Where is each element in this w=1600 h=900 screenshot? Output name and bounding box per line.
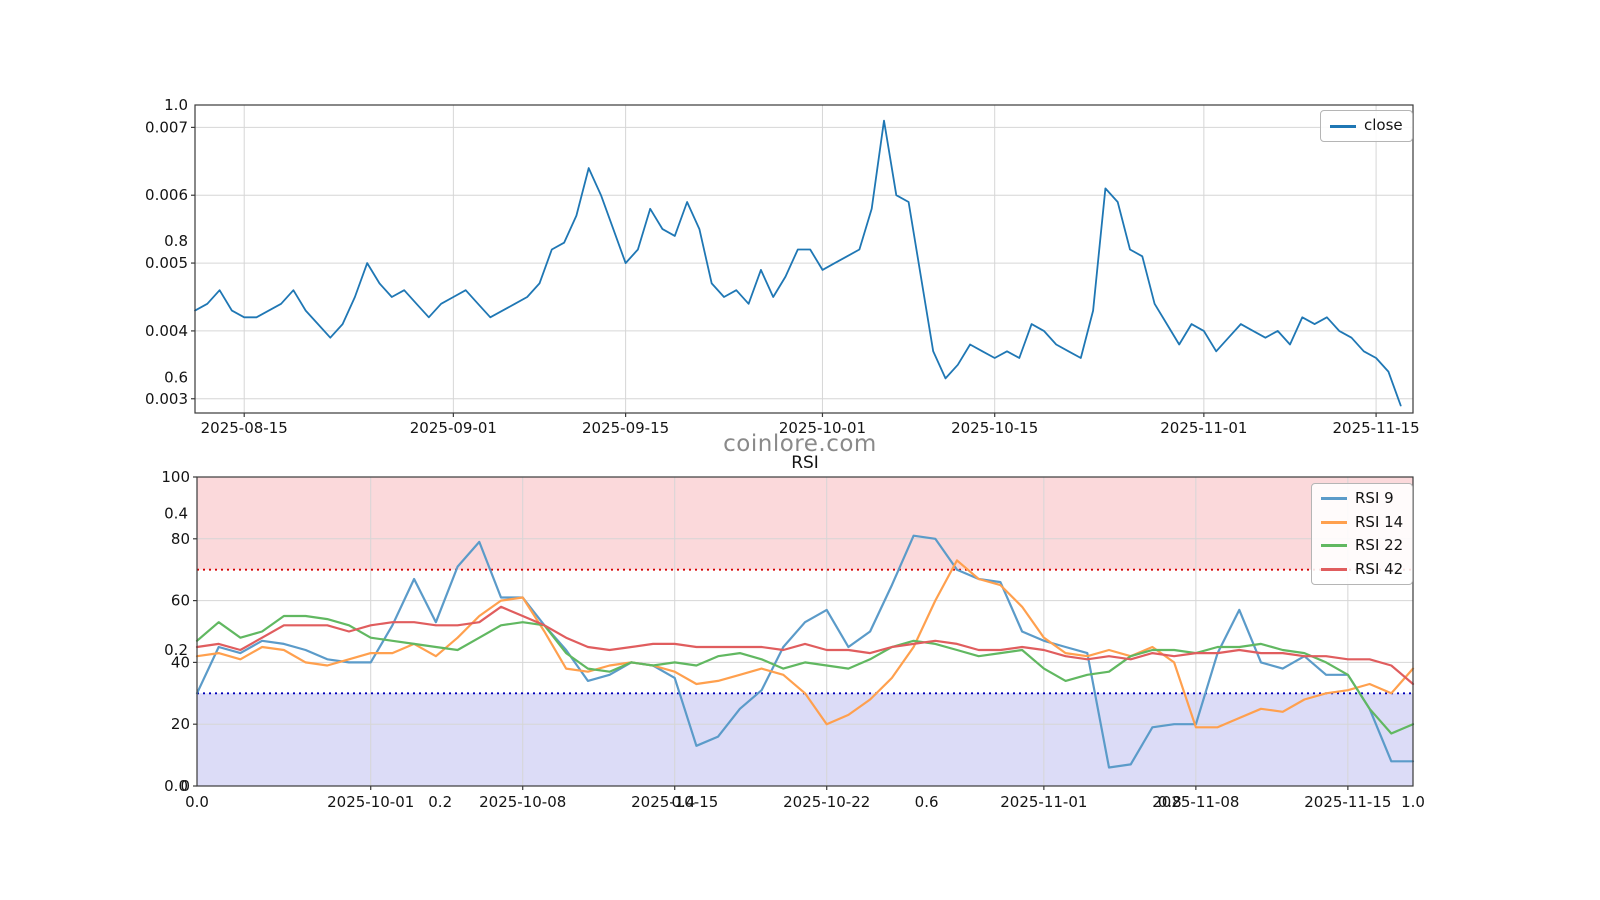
- legend-label-close: close: [1364, 116, 1403, 135]
- secondary-y-tick-label: 0.0: [164, 777, 188, 795]
- secondary-x-tick-label: 0.2: [428, 793, 452, 811]
- x-tick-label: 2025-10-08: [479, 793, 566, 811]
- secondary-x-tick-label: 0.6: [915, 793, 939, 811]
- y-tick-label: 100: [161, 468, 190, 486]
- rsi-14-line-swatch: [1321, 520, 1347, 524]
- legend-label-rsi-9: RSI 9: [1355, 489, 1394, 507]
- y-tick-label: 80: [171, 530, 190, 548]
- price-legend: close: [1320, 110, 1413, 142]
- y-tick-label: 0: [180, 777, 190, 795]
- legend-item-rsi-9: RSI 9: [1312, 487, 1412, 511]
- legend-item-close: close: [1321, 114, 1412, 138]
- x-tick-label: 2025-10-15: [631, 793, 718, 811]
- close-line: [194, 119, 1402, 407]
- watermark: coinlore.com: [723, 431, 877, 457]
- close-line-swatch: [1330, 124, 1356, 128]
- secondary-x-tick-label: 0.0: [185, 793, 209, 811]
- x-tick-label: 2025-09-15: [582, 419, 669, 437]
- overbought-band: [197, 477, 1413, 570]
- x-tick-label: 2025-11-01: [1000, 793, 1087, 811]
- y-tick-label: 0.005: [145, 254, 188, 272]
- legend-label-rsi-14: RSI 14: [1355, 512, 1404, 531]
- y-tick-label: 0.007: [145, 118, 188, 136]
- rsi-legend: RSI 9 RSI 14 RSI 22 RSI 42: [1311, 483, 1414, 585]
- secondary-y-tick-label: 0.6: [164, 368, 188, 386]
- legend-label-rsi-22: RSI 22: [1355, 536, 1404, 554]
- legend-item-rsi-42: RSI 42: [1312, 558, 1412, 582]
- secondary-y-tick-label: 1.0: [164, 96, 188, 114]
- x-tick-label: 2025-10-22: [783, 793, 870, 811]
- rsi-42-line-swatch: [1321, 567, 1347, 571]
- y-tick-label: 20: [171, 715, 190, 733]
- y-tick-label: 40: [171, 653, 190, 671]
- x-tick-label: 2025-10-01: [779, 419, 866, 437]
- rsi-14-line: [195, 559, 1415, 729]
- x-tick-label: 2025-08-15: [201, 419, 288, 437]
- x-tick-label: 2025-10-01: [327, 793, 414, 811]
- x-tick-label: 2025-11-01: [1160, 419, 1247, 437]
- x-tick-label: 2025-10-15: [951, 419, 1038, 437]
- rsi-22-line-swatch: [1321, 544, 1347, 548]
- y-tick-label: 0.006: [145, 186, 188, 204]
- secondary-x-tick-label: 1.0: [1401, 793, 1425, 811]
- secondary-y-tick-label: 0.8: [164, 232, 188, 250]
- x-tick-label: 2025-11-15: [1304, 793, 1391, 811]
- y-tick-label: 0.004: [145, 322, 188, 340]
- rsi-9-line-swatch: [1321, 497, 1347, 501]
- x-tick-label: 2025-11-15: [1332, 419, 1419, 437]
- plot-frame: [194, 104, 1414, 414]
- secondary-x-tick-label: 0.4: [671, 793, 695, 811]
- legend-label-rsi-42: RSI 42: [1355, 559, 1404, 578]
- plot-frame: [196, 476, 1414, 787]
- oversold-band: [197, 693, 1413, 786]
- y-tick-label: 60: [171, 592, 190, 610]
- legend-item-rsi-22: RSI 22: [1312, 534, 1412, 558]
- x-tick-label: 2025-11-08: [1152, 793, 1239, 811]
- x-tick-label: 2025-09-01: [410, 419, 497, 437]
- rsi-22-line: [195, 614, 1415, 735]
- y-tick-label: 0.003: [145, 390, 188, 408]
- rsi-9-line: [195, 534, 1415, 769]
- secondary-y-tick-label: 0.4: [164, 505, 188, 523]
- secondary-y-tick-label: 0.2: [164, 641, 188, 659]
- rsi-chart-title: RSI: [791, 453, 819, 473]
- rsi-42-line: [195, 605, 1415, 686]
- legend-item-rsi-14: RSI 14: [1312, 511, 1412, 535]
- secondary-x-tick-label: 0.8: [1158, 793, 1182, 811]
